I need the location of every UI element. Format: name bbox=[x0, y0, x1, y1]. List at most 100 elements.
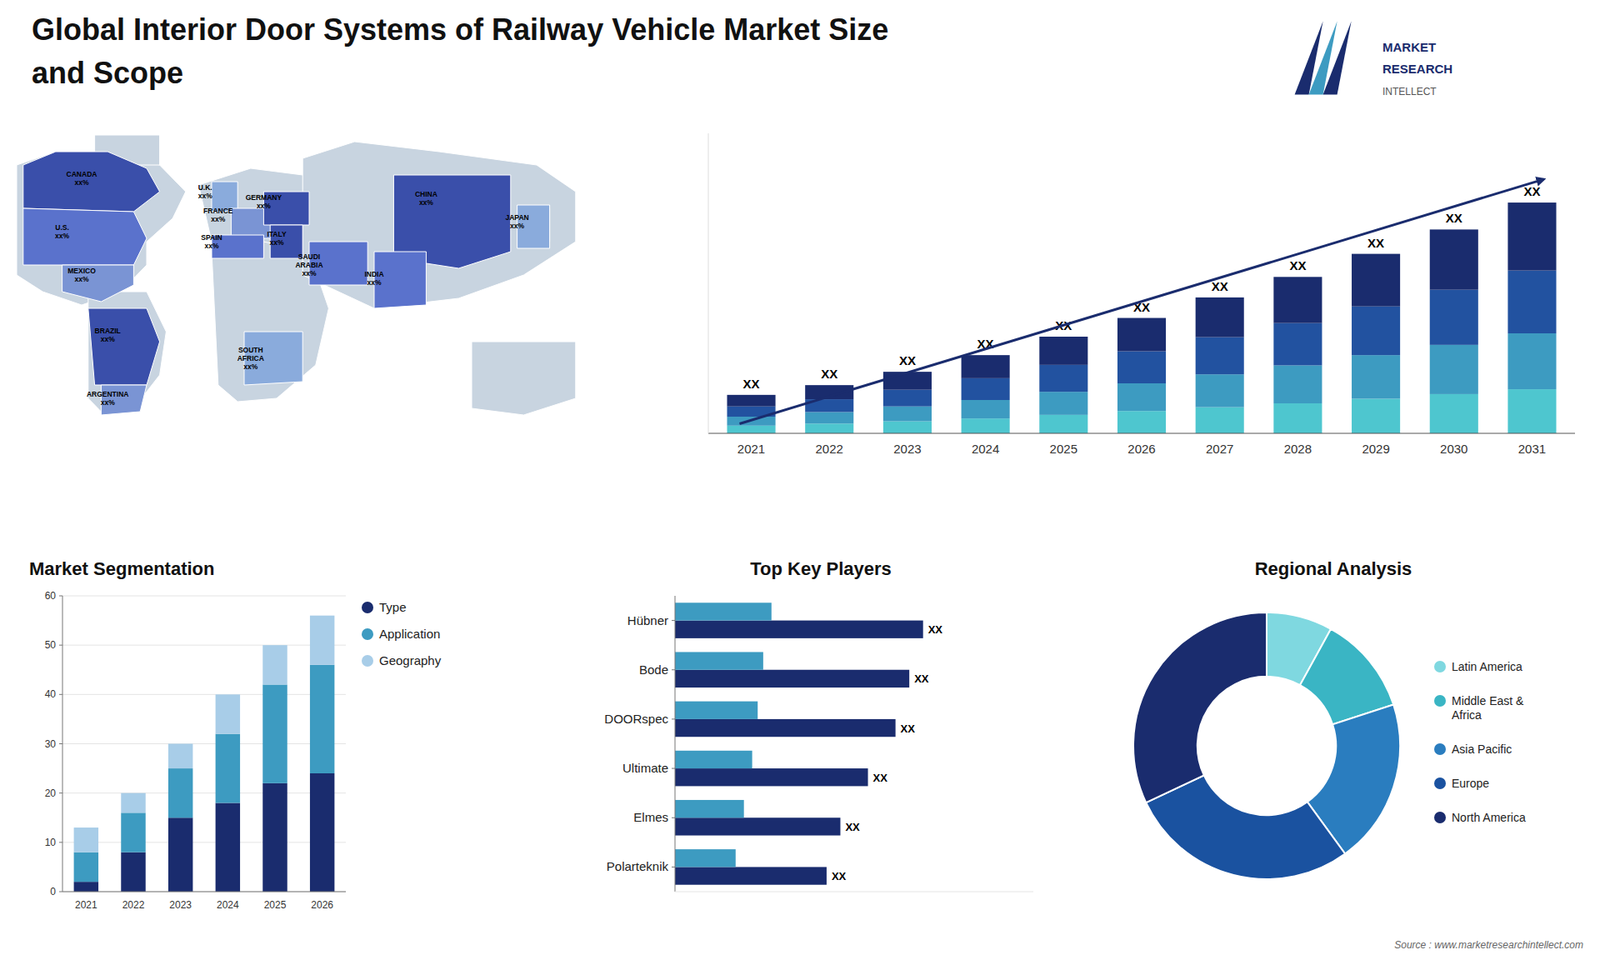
text-line: Top Key Players bbox=[750, 558, 892, 580]
legend-swatch bbox=[1434, 695, 1446, 707]
bar-segment bbox=[961, 418, 1010, 434]
text-line: GERMANY bbox=[245, 193, 283, 202]
text-line: Middle East & bbox=[1451, 694, 1525, 708]
bar-segment bbox=[1195, 337, 1245, 375]
x-tick-label: 2021 bbox=[737, 441, 765, 456]
bar-segment bbox=[120, 793, 145, 814]
y-tick-label: 0 bbox=[50, 885, 56, 898]
legend-swatch bbox=[1434, 743, 1446, 755]
bar-segment bbox=[310, 773, 335, 892]
bar-segment bbox=[1507, 202, 1556, 271]
bar-segment bbox=[1195, 297, 1245, 338]
y-tick-label: 30 bbox=[45, 738, 57, 750]
y-tick-label: 60 bbox=[45, 590, 57, 602]
y-tick-label: 20 bbox=[45, 787, 57, 800]
legend-label: Asia Pacific bbox=[1451, 742, 1512, 756]
bar-segment bbox=[1117, 351, 1166, 384]
map-label: CANADAxx% bbox=[66, 170, 98, 187]
text-line: 30 bbox=[45, 738, 57, 750]
map-label: BRAZILxx% bbox=[95, 326, 121, 344]
bar-segment bbox=[120, 812, 145, 852]
grid-line bbox=[62, 743, 346, 745]
legend-label: Type bbox=[379, 600, 407, 615]
text-line: 2024 bbox=[216, 899, 240, 911]
y-tick-label: 50 bbox=[45, 639, 57, 651]
text-line: Hübner bbox=[627, 613, 669, 628]
y-tick-label: 40 bbox=[45, 688, 57, 700]
bar-segment bbox=[961, 400, 1010, 419]
y-tick bbox=[671, 866, 675, 868]
bar bbox=[675, 768, 869, 786]
bar-segment bbox=[215, 734, 240, 804]
country bbox=[374, 251, 426, 309]
text-line: XX bbox=[1367, 235, 1385, 250]
text-line: xx% bbox=[256, 201, 271, 210]
bar-segment bbox=[1039, 365, 1088, 392]
x-tick-label: 2021 bbox=[75, 899, 98, 911]
map-label: CHINAxx% bbox=[415, 190, 438, 207]
text-line: Market Segmentation bbox=[29, 558, 215, 580]
y-tick-label: Polarteknik bbox=[606, 859, 670, 874]
bar-label: XX bbox=[873, 771, 889, 785]
bar-segment bbox=[1117, 318, 1166, 352]
map-label: ARGENTINAxx% bbox=[86, 390, 130, 407]
map-label: ITALYxx% bbox=[266, 230, 286, 247]
bar-segment bbox=[1273, 323, 1322, 366]
map-label: MEXICOxx% bbox=[67, 266, 96, 284]
logo-text: INTELLECT bbox=[1382, 85, 1437, 98]
text-line: SOUTH bbox=[238, 345, 264, 355]
legend-swatch bbox=[1434, 660, 1446, 673]
text-line: XX bbox=[1523, 184, 1540, 199]
x-tick-label: 2026 bbox=[1127, 441, 1155, 456]
bar-segment bbox=[1273, 365, 1322, 404]
bar-segment bbox=[1351, 398, 1400, 434]
bar-segment bbox=[961, 355, 1010, 379]
map-label: SPAINxx% bbox=[200, 233, 222, 250]
x-tick-label: 2024 bbox=[216, 899, 240, 911]
y-tick bbox=[671, 718, 675, 720]
bar-segment bbox=[1351, 306, 1400, 355]
bar bbox=[675, 817, 840, 835]
map-label: U.S.xx% bbox=[55, 223, 70, 240]
text-line: Polarteknik bbox=[606, 859, 670, 874]
y-tick bbox=[671, 817, 675, 819]
text-line: DOORspec bbox=[604, 711, 669, 726]
logo-shape bbox=[1323, 21, 1352, 95]
text-line: Europe bbox=[1451, 776, 1490, 790]
main-bars bbox=[726, 202, 1556, 434]
bar-segment bbox=[1507, 389, 1556, 434]
text-line: XX bbox=[873, 771, 889, 785]
bar-label: XX bbox=[899, 353, 916, 368]
bar-segment bbox=[961, 378, 1010, 400]
continent bbox=[471, 341, 576, 415]
bar-segment bbox=[1117, 410, 1166, 434]
bar-segment bbox=[805, 411, 854, 424]
bar-label: XX bbox=[1289, 258, 1306, 273]
legend-label: Middle East &Africa bbox=[1451, 694, 1525, 722]
bar-segment bbox=[1195, 407, 1245, 434]
bar-segment bbox=[168, 768, 193, 818]
text-line: xx% bbox=[269, 238, 284, 247]
bar bbox=[675, 800, 745, 818]
legend-swatch bbox=[361, 655, 374, 667]
text-line: SPAIN bbox=[200, 233, 222, 242]
panel-title: Regional Analysis bbox=[1255, 558, 1413, 580]
text-line: Asia Pacific bbox=[1451, 742, 1512, 756]
text-line: xx% bbox=[419, 198, 434, 207]
x-tick-label: 2028 bbox=[1284, 441, 1312, 456]
bar-label: XX bbox=[820, 366, 838, 381]
bar-segment bbox=[726, 395, 775, 407]
x-axis-line bbox=[708, 433, 1575, 435]
bar-label: XX bbox=[928, 623, 944, 636]
y-tick bbox=[59, 694, 63, 695]
text-line: 2029 bbox=[1361, 441, 1390, 456]
text-line: 2031 bbox=[1518, 441, 1546, 456]
continent bbox=[302, 141, 576, 309]
x-tick-label: 2031 bbox=[1518, 441, 1546, 456]
text-line: Source : www.marketresearchintellect.com bbox=[1394, 939, 1584, 951]
bar-label: XX bbox=[831, 870, 847, 883]
text-line: xx% bbox=[366, 278, 381, 287]
y-tick bbox=[59, 595, 63, 597]
text-line: 20 bbox=[45, 787, 57, 800]
text-line: XX bbox=[900, 722, 916, 735]
